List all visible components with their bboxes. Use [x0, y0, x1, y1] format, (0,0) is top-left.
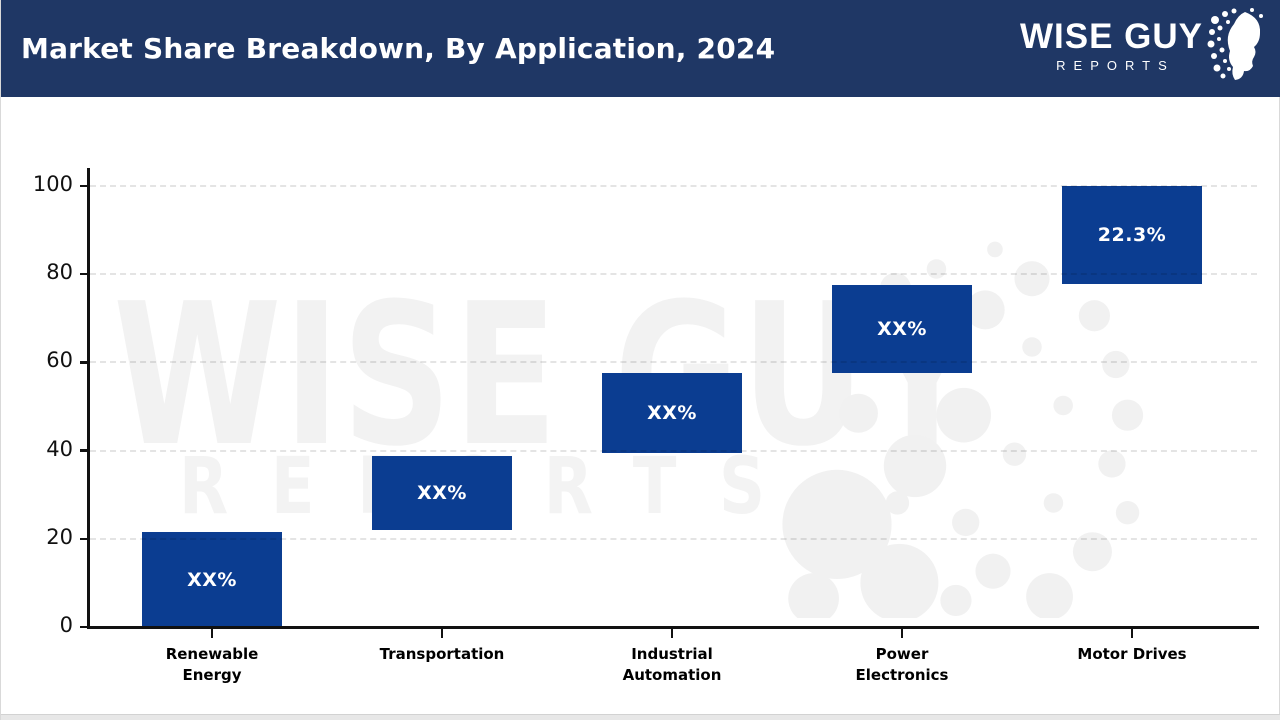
y-tick-label-0: 0 [59, 613, 73, 637]
gridline-80 [90, 273, 1257, 276]
y-axis-line [87, 168, 90, 629]
y-tick-label-100: 100 [32, 172, 73, 196]
x-category-label-industrial-automation: Industrial Automation [622, 645, 722, 684]
y-tick-label-60: 60 [46, 348, 73, 373]
x-tick-power-electronics [900, 629, 904, 638]
x-tick-industrial-automation [670, 629, 674, 638]
y-tick-20 [80, 537, 89, 541]
brand-logo: WISE GUY REPORTS [1020, 6, 1269, 86]
bar-industrial-automation: XX% [602, 372, 742, 453]
figure-bottom-strip [1, 715, 1280, 720]
brand-subtitle: REPORTS [1056, 58, 1175, 74]
bar-value-label-renewable-energy: XX% [187, 568, 237, 591]
gridline-40 [90, 449, 1257, 452]
bar-motor-drives: 22.3% [1062, 186, 1202, 285]
x-axis-line [87, 626, 1259, 629]
brand-logo-text: WISE GUY REPORTS [1019, 16, 1203, 74]
chart-plot-area: 0 20 40 60 80 100 XX% Renewable Energy XX% Transp… [1, 97, 1280, 715]
x-tick-transportation [440, 629, 444, 638]
y-tick-label-80: 80 [46, 260, 73, 285]
page-title: Market Share Breakdown, By Application, … [21, 32, 776, 65]
x-category-label-motor-drives: Motor Drives [1077, 645, 1187, 663]
figure-bottom-border [1, 714, 1280, 715]
y-tick-label-40: 40 [46, 436, 73, 461]
y-tick-80 [80, 272, 89, 276]
watermark-head-icon [782, 241, 1144, 618]
y-tick-100 [80, 184, 89, 188]
bar-value-label-power-electronics: XX% [877, 317, 927, 340]
gridline-100 [90, 185, 1257, 187]
bar-value-label-industrial-automation: XX% [647, 401, 697, 424]
gridline-20 [90, 537, 1257, 540]
bar-transportation: XX% [372, 455, 512, 531]
y-tick-label-20: 20 [46, 524, 73, 549]
gridline-60 [90, 361, 1257, 364]
bar-value-label-transportation: XX% [417, 482, 467, 505]
bar-power-electronics: XX% [832, 284, 972, 373]
x-category-label-transportation: Transportation [379, 645, 505, 663]
x-tick-motor-drives [1130, 629, 1134, 638]
bar-renewable-energy: XX% [142, 532, 282, 627]
x-category-label-renewable-energy: Renewable Energy [165, 645, 259, 684]
wise-guy-head-icon [1207, 8, 1263, 80]
y-tick-0 [80, 625, 89, 629]
bar-value-label-motor-drives: 22.3% [1097, 224, 1167, 247]
x-tick-renewable-energy [210, 629, 214, 638]
header-band: Market Share Breakdown, By Application, … [1, 0, 1280, 97]
y-tick-60 [80, 361, 89, 364]
brand-name: WISE GUY [1019, 16, 1203, 56]
x-category-label-power-electronics: Power Electronics [855, 645, 949, 684]
y-tick-40 [80, 449, 89, 452]
